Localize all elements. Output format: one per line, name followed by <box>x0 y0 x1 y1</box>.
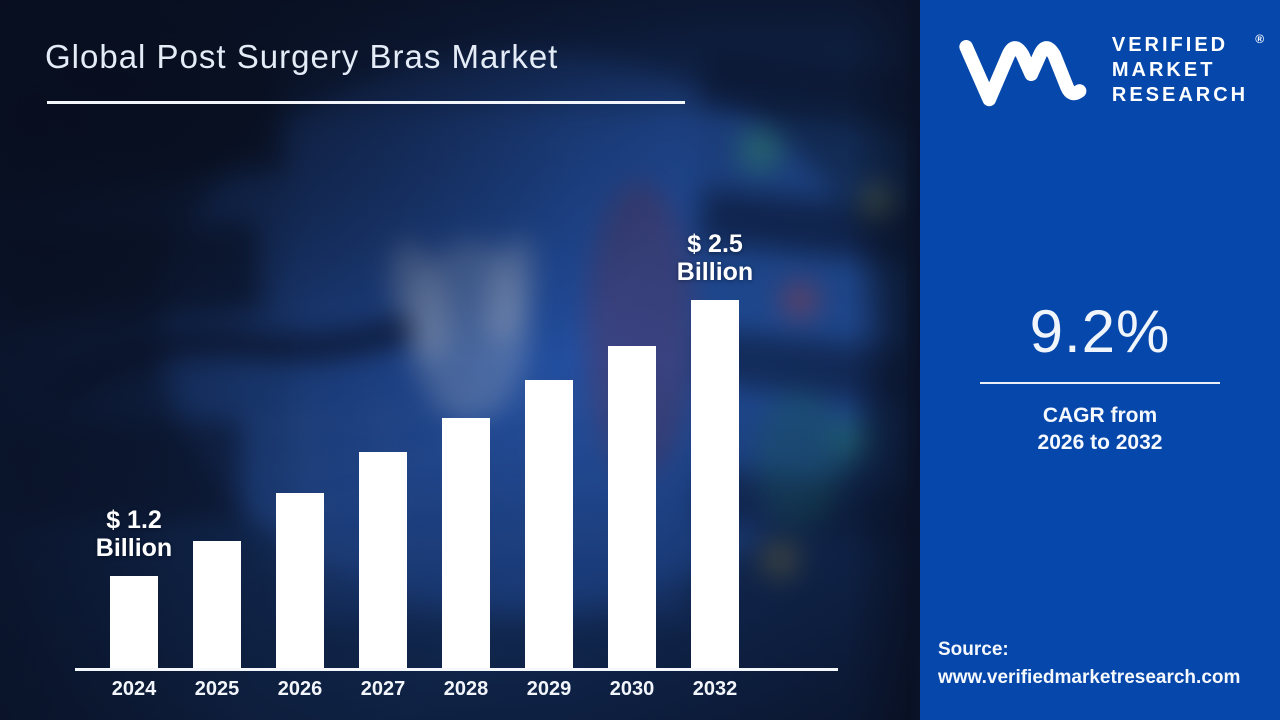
cagr-label-line1: CAGR from <box>1042 404 1158 427</box>
bar-2032 <box>691 300 739 668</box>
bar-2028 <box>442 418 490 668</box>
x-axis-label-2028: 2028 <box>443 678 489 700</box>
cagr-divider <box>980 382 1220 384</box>
bar-2025 <box>193 541 241 668</box>
brand-line-research: RESEARCH <box>1111 83 1249 106</box>
background-photo: Global Post Surgery Bras Market $ 1.2 Bil… <box>0 0 920 720</box>
cagr-block: 9.2% CAGR from 2026 to 2032 <box>920 297 1280 456</box>
bar-value-label-2032: $ 2.5 Billion <box>676 230 754 286</box>
brand-wordmark: VERIFIED MARKET RESEARCH ® <box>1111 32 1264 108</box>
vmr-logo-icon <box>959 40 1087 107</box>
x-axis-label-2025: 2025 <box>194 678 240 700</box>
source-label: Source: <box>938 639 1009 660</box>
photo-panel-divider <box>906 0 920 720</box>
bar-2029 <box>525 380 573 668</box>
x-axis-label-2030: 2030 <box>609 678 655 700</box>
brand-line-market: MARKET <box>1111 58 1216 81</box>
x-axis-label-2032: 2032 <box>692 678 738 700</box>
right-panel: VERIFIED MARKET RESEARCH ® 9.2% CAGR fro… <box>920 0 1280 720</box>
cagr-label: CAGR from 2026 to 2032 <box>920 402 1280 456</box>
brand-line-verified: VERIFIED <box>1111 33 1229 56</box>
source-block: Source: www.verifiedmarketresearch.com <box>938 636 1240 692</box>
cagr-label-line2: 2026 to 2032 <box>1037 431 1163 454</box>
x-axis-label-2024: 2024 <box>111 678 157 700</box>
title-underline <box>47 101 685 104</box>
x-axis-line <box>75 668 838 671</box>
source-url: www.verifiedmarketresearch.com <box>938 667 1241 688</box>
bar-2027 <box>359 452 407 668</box>
cagr-value: 9.2% <box>1029 298 1171 365</box>
x-axis-label-2026: 2026 <box>277 678 323 700</box>
bar-value-label-2024: $ 1.2 Billion <box>95 506 173 562</box>
bar-2030 <box>608 346 656 668</box>
bar-chart: $ 1.2 Billion 2024 2025 2026 2027 2028 2029 2030… <box>75 230 838 700</box>
x-axis-label-2027: 2027 <box>360 678 406 700</box>
x-axis-label-2029: 2029 <box>526 678 572 700</box>
registered-trademark-icon: ® <box>1255 31 1265 46</box>
bar-2024 <box>110 576 158 668</box>
brand-logo: VERIFIED MARKET RESEARCH ® <box>920 28 1280 112</box>
page-title: Global Post Surgery Bras Market <box>45 38 559 75</box>
bar-2026 <box>276 493 324 668</box>
